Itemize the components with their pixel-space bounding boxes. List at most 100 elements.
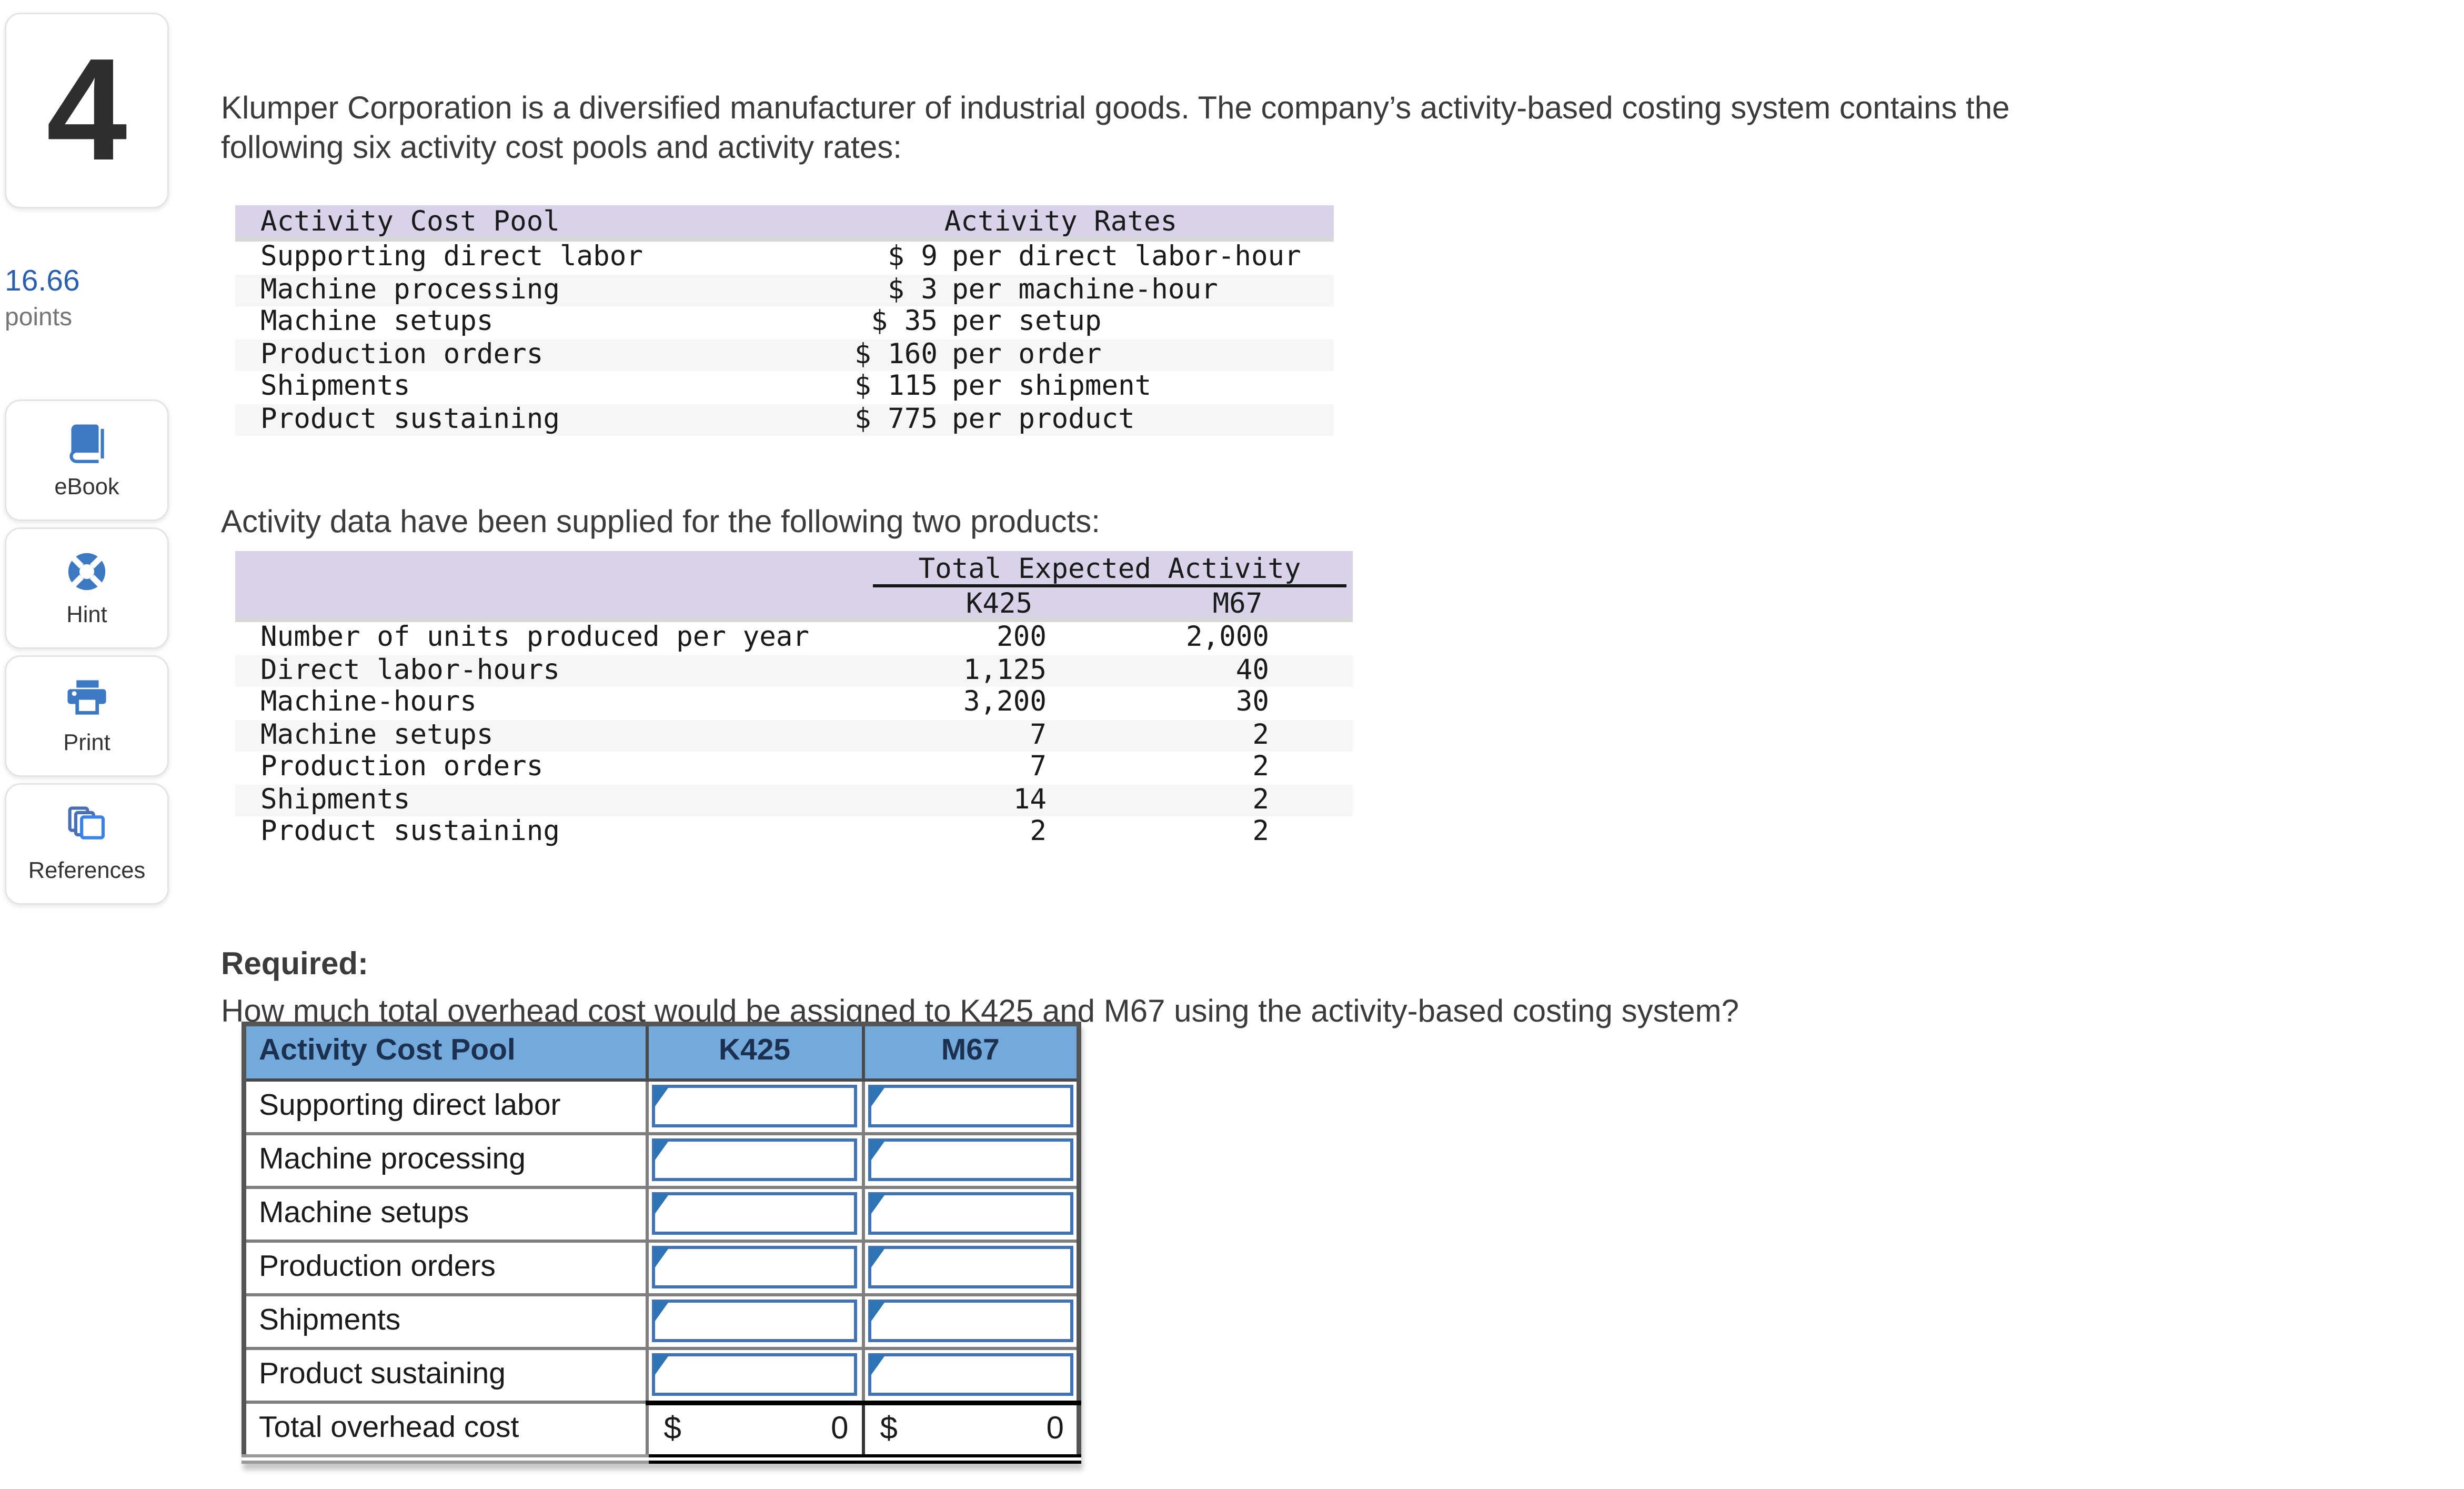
activity-m67-value: 40 — [1235, 654, 1269, 686]
activity-k425-value: 2 — [1030, 816, 1047, 848]
points-label: points — [5, 305, 73, 332]
answer-input-m67[interactable] — [868, 1192, 1073, 1235]
answer-header-m67: M67 — [861, 1022, 1081, 1081]
group-header: Total Expected Activity — [873, 553, 1346, 587]
answer-input-m67[interactable] — [868, 1246, 1073, 1288]
answer-input-k425[interactable] — [652, 1353, 857, 1396]
activity-m67-value: 2,000 — [1185, 622, 1269, 654]
rates-header-pool: Activity Cost Pool — [260, 207, 560, 238]
answer-row: Shipments — [242, 1292, 1081, 1350]
answer-header-row: Activity Cost Pool K425 M67 — [242, 1022, 1081, 1081]
rates-row: Machine processing $ 3 per machine-hour — [235, 274, 1334, 306]
activity-label: Direct labor-hours — [260, 654, 560, 686]
activity-label: Machine-hours — [260, 687, 477, 718]
activity-label: Machine setups — [260, 719, 494, 751]
activity-label: Shipments — [260, 784, 410, 816]
answer-row: Machine setups — [242, 1185, 1081, 1242]
activity-row: Shipments 14 2 — [235, 784, 1353, 816]
expected-activity-table: Total Expected Activity K425 M67 Number … — [235, 551, 1353, 849]
total-m67-value: 0 — [1046, 1411, 1064, 1446]
activity-k425-value: 7 — [1030, 719, 1047, 751]
activity-note: Activity data have been supplied for the… — [221, 505, 1100, 540]
rates-unit: per setup — [952, 306, 1102, 338]
answer-input-m67[interactable] — [868, 1138, 1073, 1181]
rates-table-header: Activity Cost Pool Activity Rates — [235, 205, 1334, 242]
rates-header-rates: Activity Rates — [944, 207, 1178, 238]
printer-icon — [63, 676, 110, 723]
rates-unit: per product — [952, 403, 1135, 435]
references-button[interactable]: References — [5, 783, 169, 905]
activity-row: Machine-hours 3,200 30 — [235, 687, 1353, 719]
activity-k425-value: 1,125 — [963, 654, 1047, 686]
answer-row-label: Production orders — [242, 1238, 648, 1296]
rates-pool: Production orders — [260, 338, 544, 371]
activity-m67-value: 2 — [1252, 719, 1269, 751]
ebook-button[interactable]: eBook — [5, 399, 169, 521]
answer-input-k425[interactable] — [652, 1246, 857, 1288]
rates-row: Supporting direct labor $ 9 per direct l… — [235, 242, 1334, 274]
problem-intro: Klumper Corporation is a diversified man… — [221, 90, 2009, 167]
answer-row-label: Supporting direct labor — [242, 1077, 648, 1135]
rates-pool: Shipments — [260, 371, 410, 403]
points-value: 16.66 — [5, 265, 80, 298]
total-label: Total overhead cost — [242, 1401, 648, 1464]
pages-icon — [63, 804, 110, 851]
column-header-m67: M67 — [1212, 589, 1263, 621]
hint-button[interactable]: Hint — [5, 527, 169, 649]
question-number: 4 — [46, 30, 127, 191]
answer-row-label: Machine processing — [242, 1131, 648, 1188]
rates-pool: Product sustaining — [260, 403, 560, 435]
answer-header-k425: K425 — [645, 1022, 864, 1081]
activity-m67-value: 30 — [1235, 687, 1269, 718]
answer-input-m67[interactable] — [868, 1300, 1073, 1342]
answer-input-k425[interactable] — [652, 1300, 857, 1342]
activity-row: Product sustaining 2 2 — [235, 816, 1353, 849]
activity-row: Production orders 7 2 — [235, 752, 1353, 784]
rates-amount: $ 115 — [854, 371, 938, 403]
rates-row: Product sustaining $ 775 per product — [235, 403, 1334, 436]
answer-table-wrap: Activity Cost Pool K425 M67 Supporting d… — [242, 1022, 1081, 1464]
answer-input-m67[interactable] — [868, 1353, 1073, 1396]
activity-label: Production orders — [260, 752, 544, 783]
rates-amount: $ 9 — [888, 242, 938, 273]
answer-table: Activity Cost Pool K425 M67 Supporting d… — [242, 1022, 1081, 1464]
rates-pool: Machine processing — [260, 274, 560, 306]
answer-row: Supporting direct labor — [242, 1077, 1081, 1135]
answer-row-label: Product sustaining — [242, 1346, 648, 1404]
rates-pool: Machine setups — [260, 306, 494, 338]
answer-input-m67[interactable] — [868, 1085, 1073, 1127]
activity-k425-value: 200 — [997, 622, 1047, 654]
rates-pool: Supporting direct labor — [260, 242, 643, 273]
references-label: References — [28, 859, 146, 884]
rates-row: Production orders $ 160 per order — [235, 338, 1334, 371]
total-m67-cell: $ 0 — [864, 1411, 1077, 1447]
ebook-label: eBook — [54, 475, 119, 501]
rates-amount: $ 160 — [854, 338, 938, 371]
activity-k425-value: 7 — [1030, 752, 1047, 783]
activity-m67-value: 2 — [1252, 752, 1269, 783]
required-heading: Required: — [221, 947, 369, 982]
answer-input-k425[interactable] — [652, 1192, 857, 1235]
answer-input-k425[interactable] — [652, 1085, 857, 1127]
rates-amount: $ 775 — [854, 403, 938, 435]
rates-unit: per direct labor-hour — [952, 242, 1301, 273]
activity-row: Machine setups 7 2 — [235, 719, 1353, 752]
rates-unit: per machine-hour — [952, 274, 1218, 306]
column-header-k425: K425 — [966, 589, 1033, 621]
answer-total-row: Total overhead cost $ 0 $ 0 — [242, 1400, 1081, 1464]
lifering-icon — [63, 548, 110, 595]
answer-input-k425[interactable] — [652, 1138, 857, 1181]
rates-unit: per order — [952, 338, 1102, 371]
print-label: Print — [63, 731, 110, 756]
rates-amount: $ 3 — [888, 274, 938, 306]
print-button[interactable]: Print — [5, 655, 169, 777]
hint-label: Hint — [66, 603, 107, 628]
total-k425-value: 0 — [831, 1411, 849, 1446]
total-k425-cell: $ 0 — [648, 1411, 861, 1447]
activity-m67-value: 2 — [1252, 784, 1269, 816]
expected-activity-header: Total Expected Activity K425 M67 — [235, 551, 1353, 622]
required-section: Required: How much total overhead cost w… — [221, 947, 1739, 1031]
answer-row: Machine processing — [242, 1131, 1081, 1188]
rates-row: Machine setups $ 35 per setup — [235, 306, 1334, 339]
rates-amount: $ 35 — [871, 306, 938, 338]
